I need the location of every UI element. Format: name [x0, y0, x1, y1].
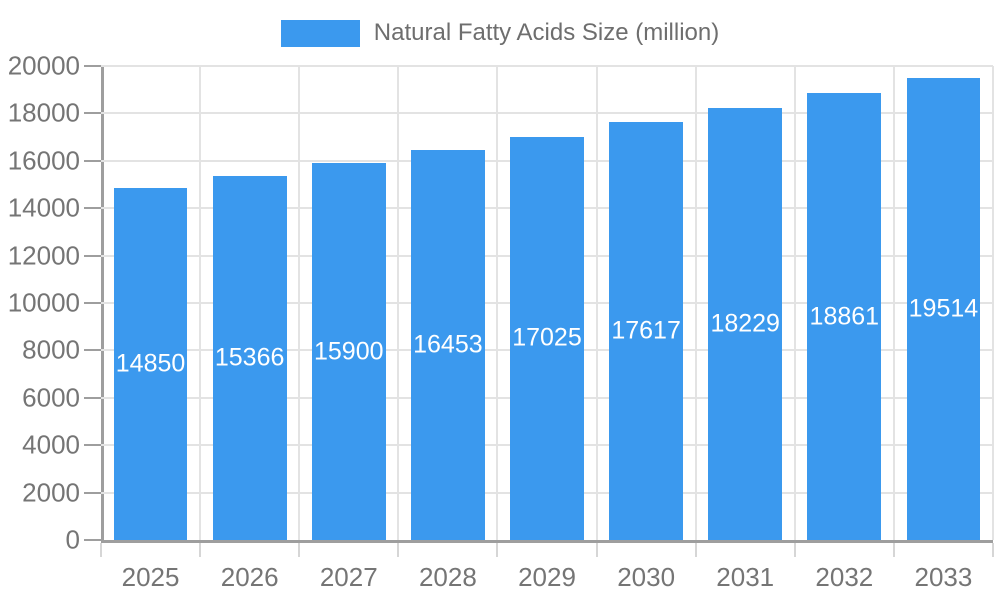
x-axis-tick [397, 543, 400, 557]
y-axis-tick [84, 491, 101, 494]
x-gridline [892, 66, 895, 540]
y-tick-label: 12000 [7, 240, 80, 271]
y-axis-tick [84, 349, 101, 352]
y-axis-tick [84, 539, 101, 541]
y-axis-tick [84, 396, 101, 399]
bar-2025[interactable]: 14850 [113, 188, 188, 540]
bar-2026[interactable]: 15366 [212, 175, 287, 540]
bar-value-label: 16453 [413, 330, 483, 359]
x-tick-label: 2029 [518, 562, 576, 592]
bar-value-label: 18229 [710, 309, 780, 338]
bar-2032[interactable]: 18861 [807, 93, 882, 540]
x-axis-line [101, 540, 993, 543]
bar-value-label: 19514 [908, 294, 979, 323]
bar-value-label: 18861 [809, 302, 880, 330]
x-axis-tick [992, 543, 994, 557]
y-tick-label: 8000 [22, 334, 80, 365]
bar-2029[interactable]: 17025 [510, 136, 584, 540]
y-tick-label: 6000 [22, 382, 80, 413]
y-axis-tick [84, 65, 101, 67]
bar-2028[interactable]: 16453 [410, 150, 485, 540]
x-tick-label: 2032 [815, 562, 874, 592]
x-tick-label: 2033 [914, 562, 973, 592]
y-axis-tick [84, 112, 101, 115]
x-axis-tick [199, 543, 202, 557]
x-tick-label: 2028 [418, 562, 477, 592]
bar-2033[interactable]: 19514 [906, 77, 981, 540]
legend-series-label: Natural Fatty Acids Size (million) [373, 19, 720, 46]
y-gridline [101, 65, 993, 67]
x-axis-tick [496, 543, 499, 557]
x-gridline [298, 66, 301, 540]
x-gridline [595, 66, 598, 540]
y-tick-label: 10000 [7, 287, 80, 318]
x-axis-tick [793, 543, 796, 557]
y-tick-label: 16000 [7, 145, 80, 176]
x-tick-label: 2025 [121, 562, 180, 592]
x-tick-label: 2031 [716, 562, 775, 592]
chart-legend[interactable]: Natural Fatty Acids Size (million) [0, 19, 1000, 47]
y-tick-label: 14000 [7, 192, 80, 223]
bar-2030[interactable]: 17617 [609, 122, 684, 540]
y-axis-tick [84, 254, 101, 257]
bar-value-label: 14850 [115, 349, 186, 378]
bar-value-label: 17025 [512, 323, 582, 352]
bar-value-label: 15366 [214, 343, 285, 372]
x-axis-tick [298, 543, 301, 557]
y-axis-tick [84, 444, 101, 447]
x-gridline [496, 66, 499, 540]
bar-value-label: 17617 [611, 316, 681, 345]
x-gridline [397, 66, 400, 540]
bar-2027[interactable]: 15900 [311, 163, 386, 540]
x-gridline [694, 66, 697, 540]
y-tick-label: 4000 [22, 429, 80, 460]
y-axis-tick [84, 159, 101, 162]
x-axis-tick [694, 543, 697, 557]
bar-value-label: 15900 [313, 337, 384, 366]
bar-2031[interactable]: 18229 [708, 107, 783, 540]
y-axis-line [101, 66, 104, 543]
x-axis-tick [100, 543, 102, 557]
x-gridline [793, 66, 796, 540]
x-tick-label: 2026 [220, 562, 279, 592]
y-tick-label: 0 [65, 524, 80, 555]
x-tick-label: 2030 [617, 562, 676, 592]
plot-area: 0 2000 4000 6000 8000 10000 12000 14000 16000 180… [8, 51, 994, 592]
y-axis-tick [84, 302, 101, 304]
x-gridline [992, 66, 994, 540]
x-axis-tick [892, 543, 895, 557]
x-gridline [199, 66, 202, 540]
y-tick-label: 18000 [7, 97, 80, 128]
y-tick-label: 2000 [22, 477, 80, 508]
x-tick-label: 2027 [319, 562, 378, 592]
x-axis-tick [595, 543, 598, 557]
y-axis-tick [84, 207, 101, 210]
y-tick-label: 20000 [7, 50, 80, 81]
legend-swatch-icon [280, 19, 360, 47]
y-gridline [101, 112, 993, 115]
